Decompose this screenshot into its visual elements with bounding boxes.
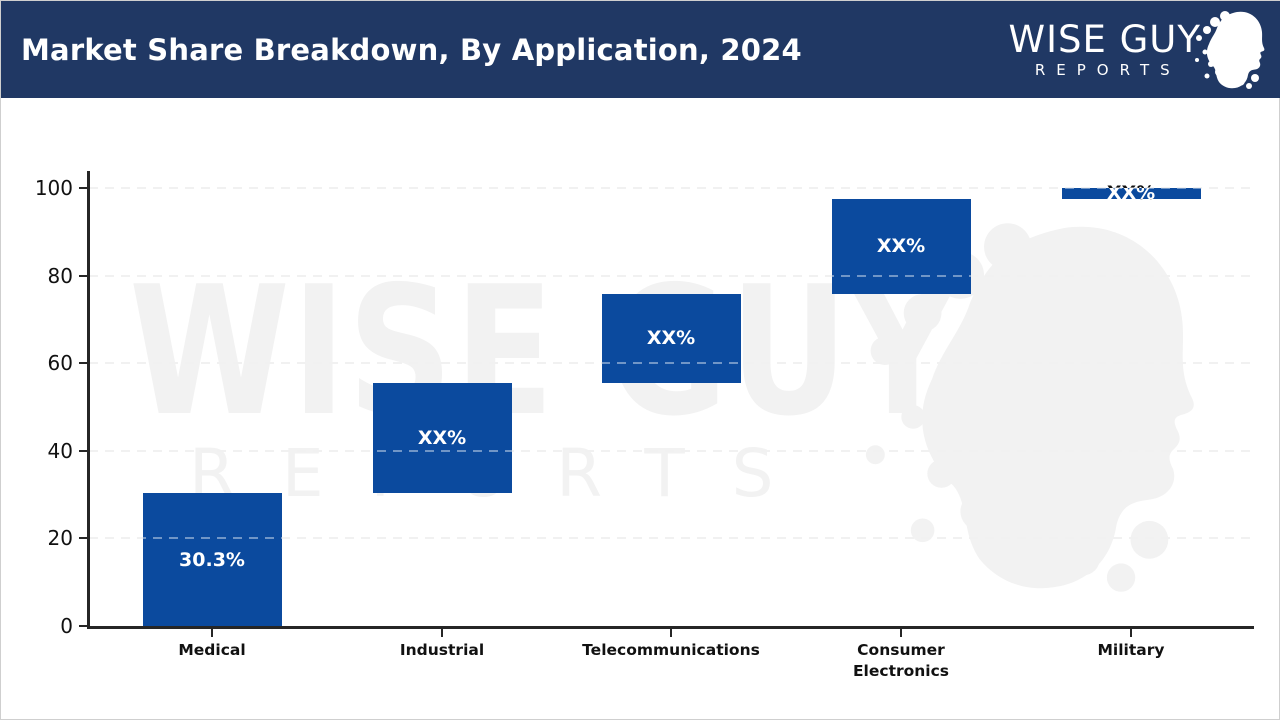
- y-tick-mark-80: [79, 274, 88, 277]
- bar-industrial: XX%: [372, 382, 512, 494]
- y-axis-line: [87, 171, 90, 629]
- x-tick-label-consumer-electronics: Consumer Electronics: [852, 641, 950, 680]
- y-tick-mark-100: [79, 187, 88, 189]
- y-tick-label-100: 100: [34, 176, 73, 200]
- y-tick-label-20: 20: [47, 526, 73, 551]
- bar-consumer-electronics: XX%: [831, 198, 971, 294]
- y-tick-mark-0: [79, 625, 88, 627]
- chart-title: Market Share Breakdown, By Application, …: [21, 32, 802, 67]
- bar-value-label-telecommunications: XX%: [646, 327, 696, 350]
- x-axis-line: [87, 626, 1254, 629]
- watermark-text-line1: WISE GUY: [129, 248, 958, 455]
- y-tick-mark-40: [79, 449, 88, 452]
- logo-text: WISE GUY REPORTS: [1009, 21, 1201, 79]
- y-tick-label-60: 60: [47, 351, 73, 376]
- gridline-overlay-60: [89, 362, 1254, 365]
- bar-telecommunications: XX%: [601, 293, 741, 383]
- report-header: Market Share Breakdown, By Application, …: [1, 1, 1280, 98]
- wise-guy-logo: WISE GUY REPORTS: [1009, 8, 1271, 92]
- x-tick-mark-industrial: [441, 629, 443, 637]
- gridline-80: [89, 274, 1254, 277]
- bar-value-label-medical: 30.3%: [179, 548, 245, 571]
- x-tick-mark-medical: [211, 629, 213, 637]
- gridline-40: [89, 449, 1254, 452]
- gridline-overlay-20: [89, 537, 1254, 540]
- bar-value-label-industrial: XX%: [417, 427, 467, 450]
- logo-wordmark: WISE GUY: [1008, 17, 1201, 61]
- x-tick-mark-military: [1130, 629, 1132, 637]
- y-tick-label-0: 0: [60, 614, 73, 638]
- y-tick-mark-20: [79, 537, 88, 540]
- gridline-overlay-80: [89, 274, 1254, 277]
- y-tick-mark-60: [79, 362, 88, 365]
- x-tick-mark-consumer-electronics: [900, 629, 902, 637]
- gridline-20: [89, 537, 1254, 540]
- gridline-100: [89, 187, 1254, 189]
- x-tick-label-military: Military: [1097, 641, 1165, 659]
- gridline-overlay-40: [89, 449, 1254, 452]
- x-tick-mark-telecommunications: [670, 629, 672, 637]
- bar-medical: 30.3%: [142, 493, 282, 626]
- x-tick-label-telecommunications: Telecommunications: [582, 641, 760, 659]
- x-tick-label-medical: Medical: [178, 641, 246, 659]
- logo-subtitle: REPORTS: [1034, 60, 1181, 79]
- y-tick-label-40: 40: [47, 438, 73, 463]
- bar-value-label-military: XX%: [1107, 188, 1155, 199]
- bar-military: XX%: [1061, 188, 1201, 199]
- gridline-overlay-100: [89, 187, 1254, 189]
- logo-head-icon: [1195, 10, 1265, 89]
- bar-value-label-consumer-electronics: XX%: [876, 235, 926, 258]
- x-tick-label-industrial: Industrial: [399, 641, 485, 659]
- y-tick-label-80: 80: [47, 263, 73, 288]
